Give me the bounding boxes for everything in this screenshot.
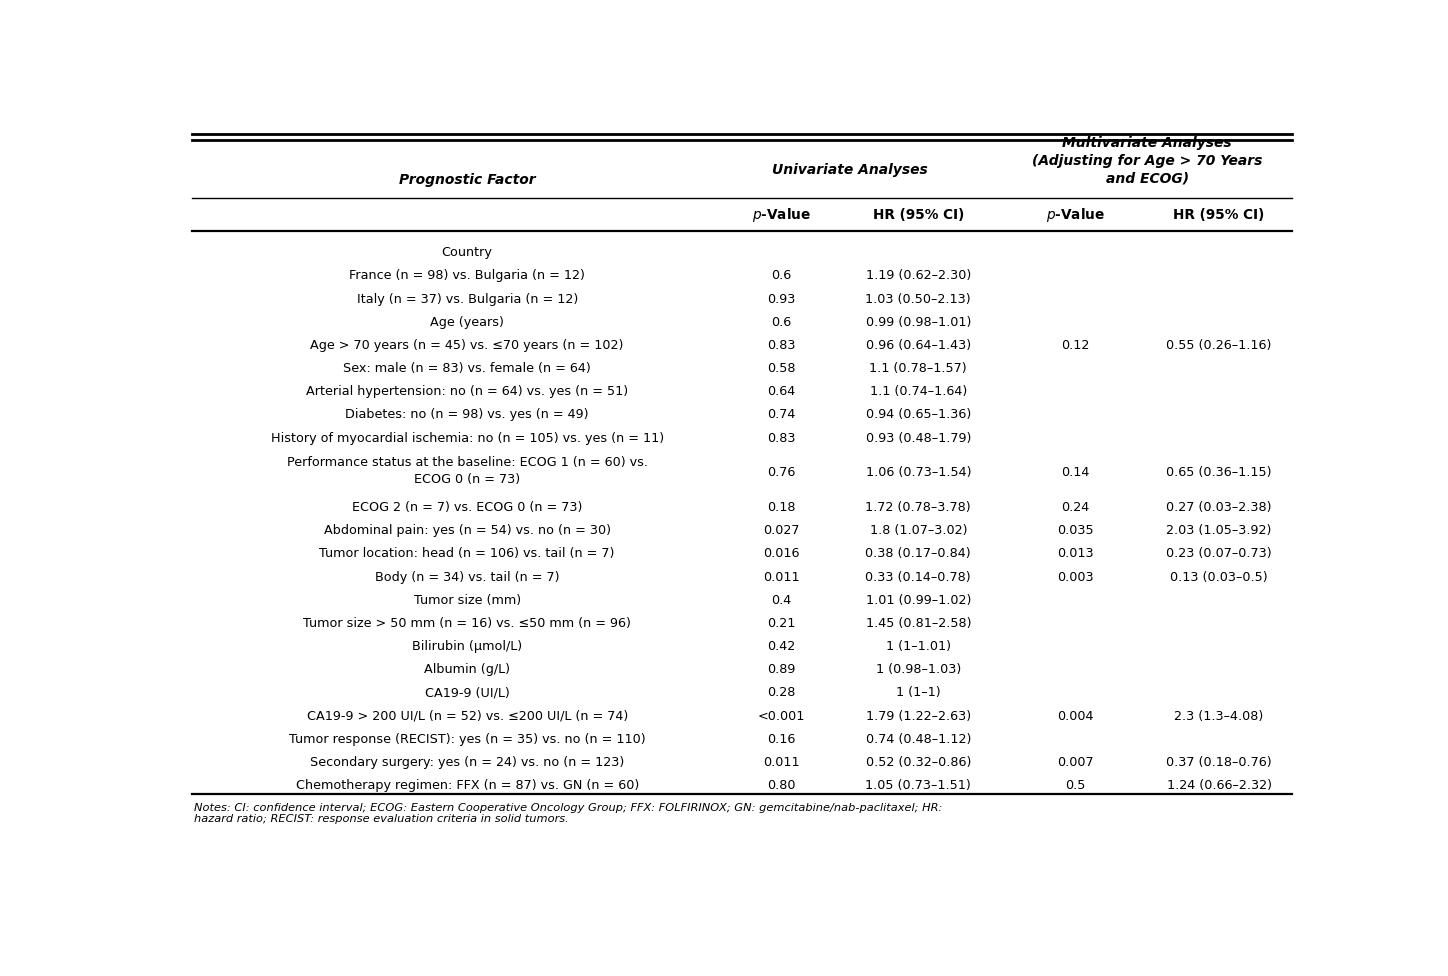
Text: Performance status at the baseline: ECOG 1 (n = 60) vs.: Performance status at the baseline: ECOG… (287, 456, 647, 468)
Text: Multivariate Analyses
(Adjusting for Age > 70 Years
and ECOG): Multivariate Analyses (Adjusting for Age… (1032, 136, 1263, 185)
Text: 0.21: 0.21 (767, 617, 795, 630)
Text: 0.003: 0.003 (1057, 571, 1093, 584)
Text: 0.89: 0.89 (767, 664, 795, 676)
Text: CA19-9 (UI/L): CA19-9 (UI/L) (424, 686, 510, 700)
Text: 2.3 (1.3–4.08): 2.3 (1.3–4.08) (1174, 710, 1264, 722)
Text: Age > 70 years (n = 45) vs. ≤70 years (n = 102): Age > 70 years (n = 45) vs. ≤70 years (n… (310, 339, 624, 352)
Text: 1 (0.98–1.03): 1 (0.98–1.03) (876, 664, 961, 676)
Text: 0.96 (0.64–1.43): 0.96 (0.64–1.43) (866, 339, 970, 352)
Text: 0.42: 0.42 (767, 640, 795, 653)
Text: 1.45 (0.81–2.58): 1.45 (0.81–2.58) (866, 617, 972, 630)
Text: 1.24 (0.66–2.32): 1.24 (0.66–2.32) (1167, 779, 1271, 793)
Text: 0.93 (0.48–1.79): 0.93 (0.48–1.79) (866, 431, 972, 445)
Text: 1.8 (1.07–3.02): 1.8 (1.07–3.02) (870, 524, 967, 537)
Text: 1.72 (0.78–3.78): 1.72 (0.78–3.78) (866, 501, 972, 514)
Text: Prognostic Factor: Prognostic Factor (398, 174, 536, 187)
Text: 0.6: 0.6 (772, 315, 792, 329)
Text: $p$-Value: $p$-Value (752, 206, 811, 224)
Text: 0.83: 0.83 (767, 339, 795, 352)
Text: 0.035: 0.035 (1057, 524, 1093, 537)
Text: France (n = 98) vs. Bulgaria (n = 12): France (n = 98) vs. Bulgaria (n = 12) (349, 269, 585, 282)
Text: Arterial hypertension: no (n = 64) vs. yes (n = 51): Arterial hypertension: no (n = 64) vs. y… (306, 386, 628, 398)
Text: HR (95% CI): HR (95% CI) (1173, 208, 1264, 222)
Text: 0.4: 0.4 (772, 593, 792, 607)
Text: 0.18: 0.18 (767, 501, 795, 514)
Text: 0.37 (0.18–0.76): 0.37 (0.18–0.76) (1166, 756, 1271, 769)
Text: 1.01 (0.99–1.02): 1.01 (0.99–1.02) (866, 593, 972, 607)
Text: 1.1 (0.78–1.57): 1.1 (0.78–1.57) (869, 362, 967, 375)
Text: 0.55 (0.26–1.16): 0.55 (0.26–1.16) (1166, 339, 1271, 352)
Text: 0.83: 0.83 (767, 431, 795, 445)
Text: 0.13 (0.03–0.5): 0.13 (0.03–0.5) (1170, 571, 1268, 584)
Text: 0.14: 0.14 (1061, 467, 1089, 479)
Text: 0.007: 0.007 (1057, 756, 1093, 769)
Text: Tumor size (mm): Tumor size (mm) (414, 593, 521, 607)
Text: 1.05 (0.73–1.51): 1.05 (0.73–1.51) (866, 779, 972, 793)
Text: 0.16: 0.16 (767, 733, 795, 746)
Text: Secondary surgery: yes (n = 24) vs. no (n = 123): Secondary surgery: yes (n = 24) vs. no (… (310, 756, 624, 769)
Text: 0.76: 0.76 (767, 467, 795, 479)
Text: 0.011: 0.011 (763, 756, 799, 769)
Text: Body (n = 34) vs. tail (n = 7): Body (n = 34) vs. tail (n = 7) (375, 571, 559, 584)
Text: 0.016: 0.016 (763, 548, 799, 560)
Text: 0.6: 0.6 (772, 269, 792, 282)
Text: 0.004: 0.004 (1057, 710, 1093, 722)
Text: 2.03 (1.05–3.92): 2.03 (1.05–3.92) (1166, 524, 1271, 537)
Text: 0.013: 0.013 (1057, 548, 1093, 560)
Text: Notes: CI: confidence interval; ECOG: Eastern Cooperative Oncology Group; FFX: F: Notes: CI: confidence interval; ECOG: Ea… (194, 803, 943, 825)
Text: 1.03 (0.50–2.13): 1.03 (0.50–2.13) (866, 293, 972, 305)
Text: Abdominal pain: yes (n = 54) vs. no (n = 30): Abdominal pain: yes (n = 54) vs. no (n =… (324, 524, 611, 537)
Text: 0.74: 0.74 (767, 408, 795, 422)
Text: HR (95% CI): HR (95% CI) (873, 208, 964, 222)
Text: Italy (n = 37) vs. Bulgaria (n = 12): Italy (n = 37) vs. Bulgaria (n = 12) (356, 293, 578, 305)
Text: Age (years): Age (years) (430, 315, 504, 329)
Text: 0.33 (0.14–0.78): 0.33 (0.14–0.78) (866, 571, 972, 584)
Text: 0.80: 0.80 (767, 779, 795, 793)
Text: 1 (1–1.01): 1 (1–1.01) (886, 640, 951, 653)
Text: 0.93: 0.93 (767, 293, 795, 305)
Text: Country: Country (442, 246, 492, 260)
Text: Chemotherapy regimen: FFX (n = 87) vs. GN (n = 60): Chemotherapy regimen: FFX (n = 87) vs. G… (295, 779, 639, 793)
Text: ECOG 2 (n = 7) vs. ECOG 0 (n = 73): ECOG 2 (n = 7) vs. ECOG 0 (n = 73) (352, 501, 582, 514)
Text: Tumor location: head (n = 106) vs. tail (n = 7): Tumor location: head (n = 106) vs. tail … (320, 548, 615, 560)
Text: 0.52 (0.32–0.86): 0.52 (0.32–0.86) (866, 756, 972, 769)
Text: 1.79 (1.22–2.63): 1.79 (1.22–2.63) (866, 710, 970, 722)
Text: Tumor response (RECIST): yes (n = 35) vs. no (n = 110): Tumor response (RECIST): yes (n = 35) vs… (288, 733, 646, 746)
Text: 1 (1–1): 1 (1–1) (896, 686, 941, 700)
Text: Albumin (g/L): Albumin (g/L) (424, 664, 510, 676)
Text: 0.27 (0.03–2.38): 0.27 (0.03–2.38) (1166, 501, 1271, 514)
Text: $p$-Value: $p$-Value (1045, 206, 1105, 224)
Text: <0.001: <0.001 (757, 710, 805, 722)
Text: 0.94 (0.65–1.36): 0.94 (0.65–1.36) (866, 408, 972, 422)
Text: 1.06 (0.73–1.54): 1.06 (0.73–1.54) (866, 467, 972, 479)
Text: Univariate Analyses: Univariate Analyses (772, 163, 928, 177)
Text: 0.64: 0.64 (767, 386, 795, 398)
Text: 0.027: 0.027 (763, 524, 799, 537)
Text: CA19-9 > 200 UI/L (n = 52) vs. ≤200 UI/L (n = 74): CA19-9 > 200 UI/L (n = 52) vs. ≤200 UI/L… (307, 710, 628, 722)
Text: 0.24: 0.24 (1061, 501, 1089, 514)
Text: 0.5: 0.5 (1066, 779, 1086, 793)
Text: Tumor size > 50 mm (n = 16) vs. ≤50 mm (n = 96): Tumor size > 50 mm (n = 16) vs. ≤50 mm (… (303, 617, 631, 630)
Text: 0.65 (0.36–1.15): 0.65 (0.36–1.15) (1166, 467, 1271, 479)
Text: 0.99 (0.98–1.01): 0.99 (0.98–1.01) (866, 315, 972, 329)
Text: 0.58: 0.58 (767, 362, 795, 375)
Text: 0.74 (0.48–1.12): 0.74 (0.48–1.12) (866, 733, 972, 746)
Text: History of myocardial ischemia: no (n = 105) vs. yes (n = 11): History of myocardial ischemia: no (n = … (271, 431, 663, 445)
Text: 1.19 (0.62–2.30): 1.19 (0.62–2.30) (866, 269, 972, 282)
Text: ECOG 0 (n = 73): ECOG 0 (n = 73) (414, 473, 520, 486)
Text: 1.1 (0.74–1.64): 1.1 (0.74–1.64) (870, 386, 967, 398)
Text: 0.28: 0.28 (767, 686, 795, 700)
Text: 0.38 (0.17–0.84): 0.38 (0.17–0.84) (866, 548, 972, 560)
Text: 0.23 (0.07–0.73): 0.23 (0.07–0.73) (1166, 548, 1271, 560)
Text: Bilirubin (μmol/L): Bilirubin (μmol/L) (413, 640, 523, 653)
Text: 0.12: 0.12 (1061, 339, 1089, 352)
Text: 0.011: 0.011 (763, 571, 799, 584)
Text: Sex: male (n = 83) vs. female (n = 64): Sex: male (n = 83) vs. female (n = 64) (343, 362, 591, 375)
Text: Diabetes: no (n = 98) vs. yes (n = 49): Diabetes: no (n = 98) vs. yes (n = 49) (346, 408, 589, 422)
